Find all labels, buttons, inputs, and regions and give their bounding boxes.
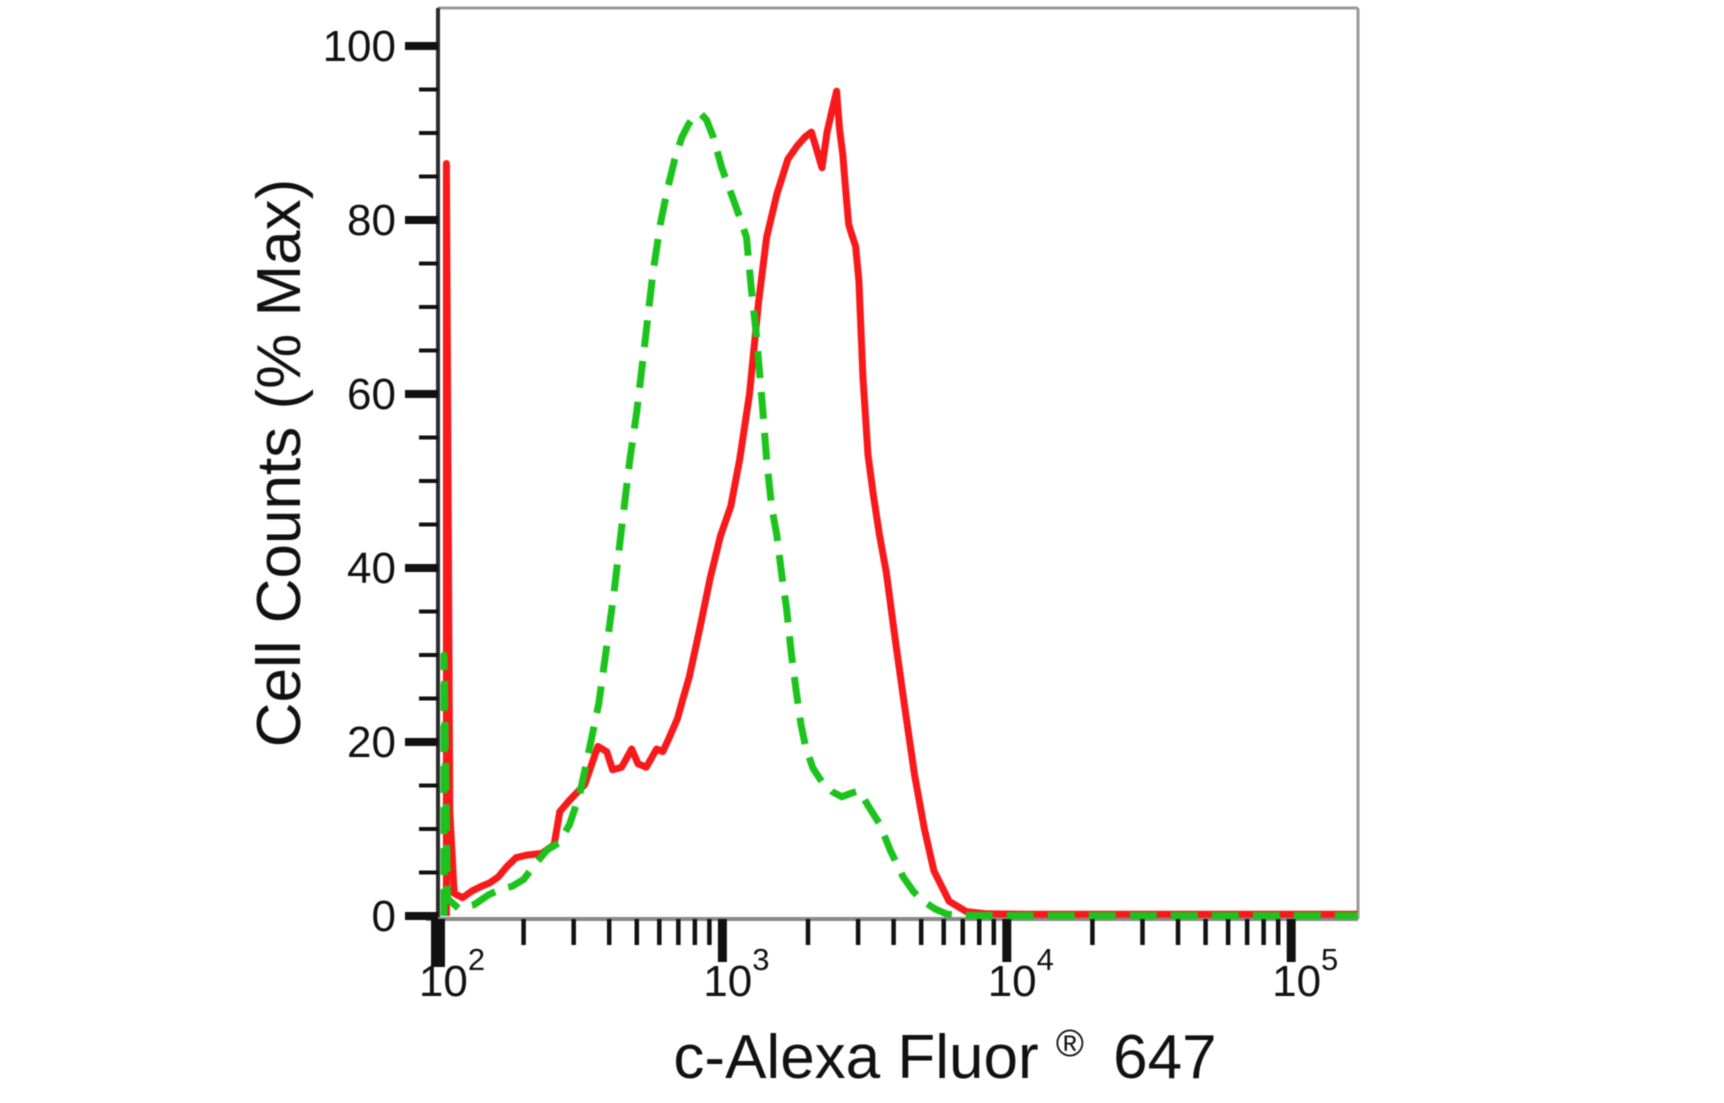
green-dashed-curve xyxy=(440,110,1358,920)
x-tick-label-10e2: 102 xyxy=(419,942,485,1006)
y-axis-title: Cell Counts (% Max) xyxy=(245,179,314,747)
x-tick-label-exponent: 3 xyxy=(752,942,769,977)
x-tick-label-exponent: 2 xyxy=(468,942,485,977)
y-tick-label-80: 80 xyxy=(347,196,396,245)
x-tick-label-base: 10 xyxy=(988,957,1037,1006)
x-tick-label-base: 10 xyxy=(703,957,752,1006)
x-axis-title-text: c-Alexa Fluor xyxy=(673,1023,1038,1092)
x-tick-label-exponent: 4 xyxy=(1037,942,1054,977)
data-curves xyxy=(440,87,1358,920)
y-tick-label-40: 40 xyxy=(347,544,396,593)
x-tick-label-base: 10 xyxy=(419,957,468,1006)
y-tick-label-0: 0 xyxy=(372,892,396,941)
red-solid-curve xyxy=(442,87,1358,918)
x-tick-label-base: 10 xyxy=(1272,957,1321,1006)
registered-trademark-symbol: ® xyxy=(1056,1023,1084,1065)
y-tick-label-100: 100 xyxy=(323,22,396,71)
axis-ticks xyxy=(405,42,1296,967)
x-tick-label-exponent: 5 xyxy=(1321,942,1338,977)
x-tick-label-10e3: 103 xyxy=(703,942,769,1006)
y-tick-label-20: 20 xyxy=(347,718,396,767)
x-axis-title-number: 647 xyxy=(1113,1023,1216,1092)
y-tick-label-60: 60 xyxy=(347,370,396,419)
x-axis-title: c-Alexa Fluor ® 647 xyxy=(673,1001,1216,1092)
x-tick-label-10e4: 104 xyxy=(988,942,1054,1006)
x-tick-label-10e5: 105 xyxy=(1272,942,1338,1006)
